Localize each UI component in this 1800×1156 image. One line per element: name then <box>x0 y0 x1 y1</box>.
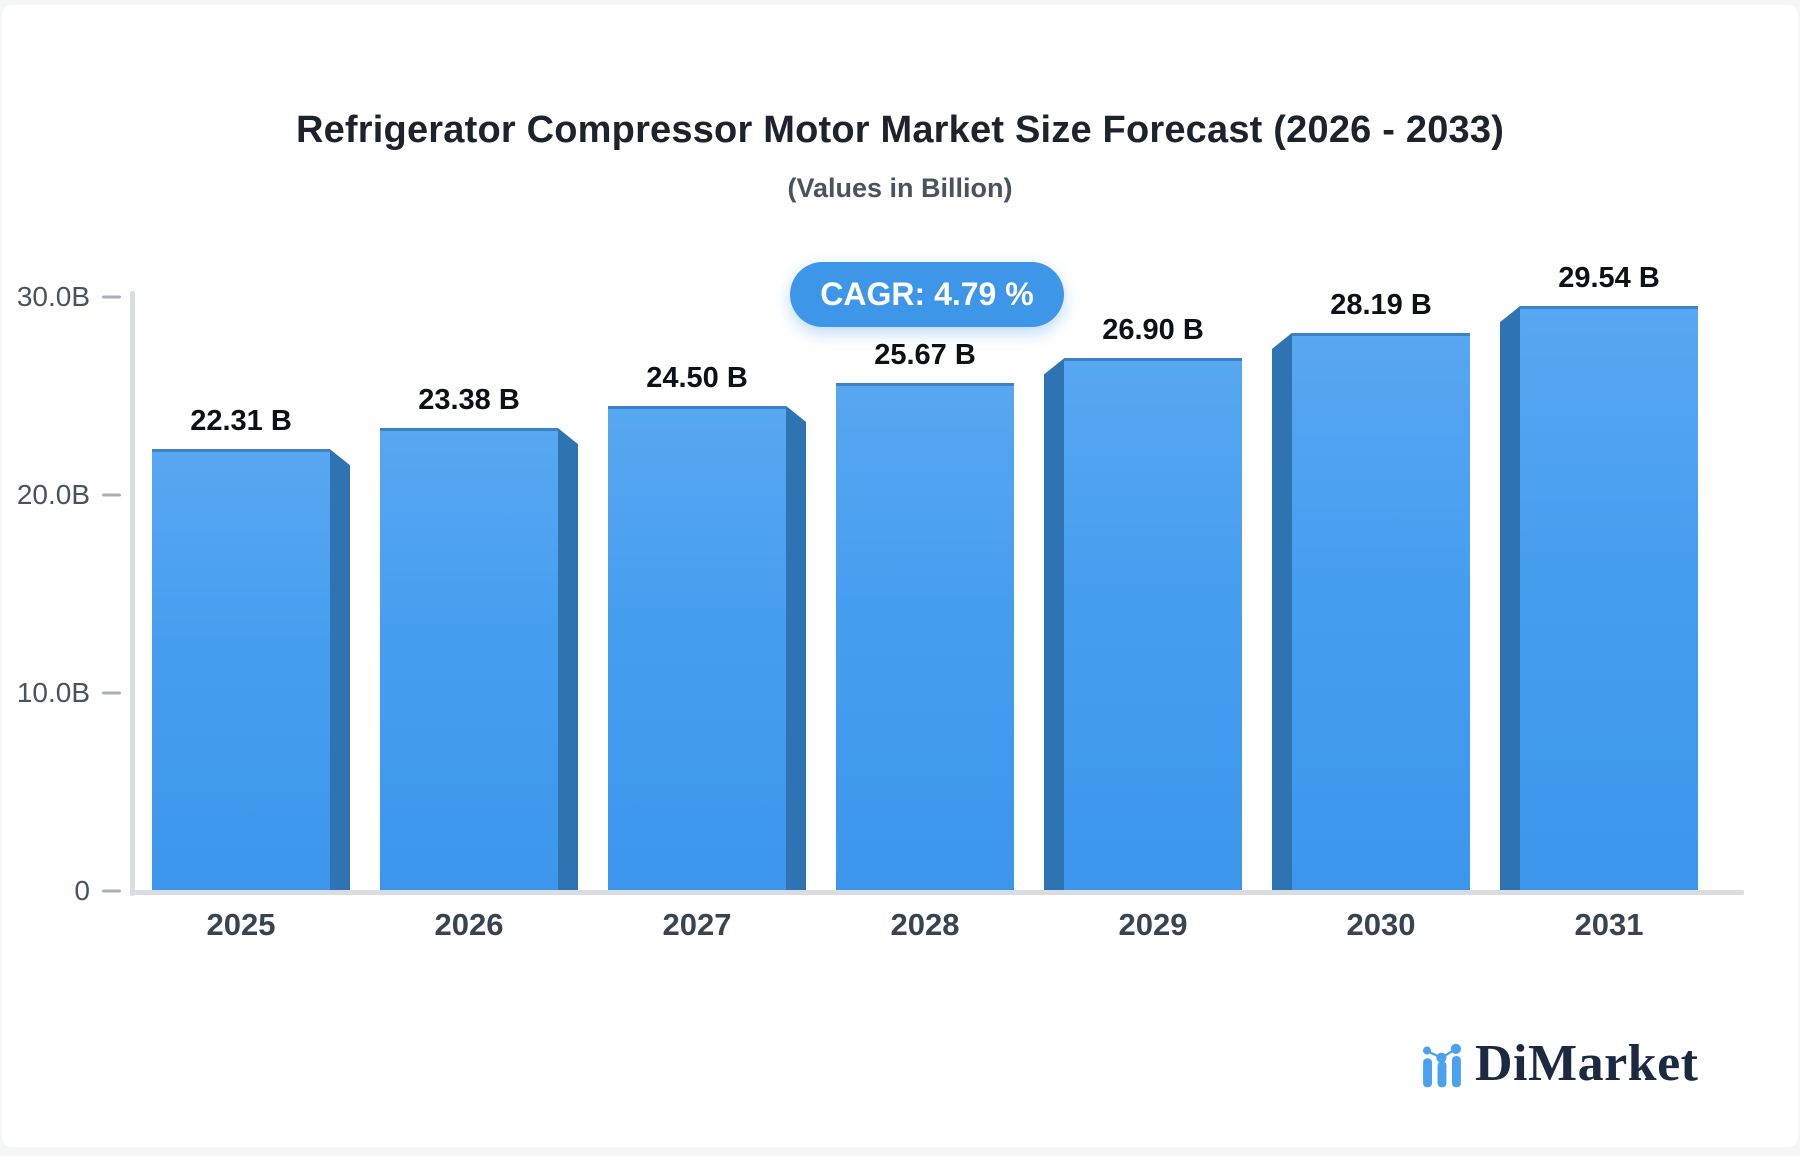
bar-side <box>558 428 578 891</box>
bar <box>380 428 558 891</box>
x-axis-label: 2031 <box>1574 907 1644 942</box>
y-axis-tick <box>102 295 121 299</box>
x-axis-label: 2028 <box>890 907 960 942</box>
y-axis-tick <box>102 889 121 893</box>
y-axis-label: 30.0B <box>16 281 90 312</box>
x-axis-label: 2030 <box>1346 907 1416 942</box>
bar <box>152 449 330 891</box>
x-axis-label: 2025 <box>206 907 276 942</box>
x-axis-line <box>130 890 1744 895</box>
bar-side <box>1272 332 1292 891</box>
bar-value-label: 28.19 B <box>1330 288 1432 321</box>
bar-value-label: 29.54 B <box>1558 262 1660 295</box>
bar-value-label: 25.67 B <box>874 338 976 371</box>
dimarket-logo-icon <box>1423 1043 1461 1088</box>
x-axis-label: 2029 <box>1118 907 1188 942</box>
bar-value-label: 24.50 B <box>646 361 748 394</box>
x-axis-label: 2027 <box>662 907 732 942</box>
bar <box>1064 358 1242 891</box>
bar-value-label: 26.90 B <box>1102 314 1204 347</box>
x-axis-label: 2026 <box>434 907 504 942</box>
bar <box>608 405 786 891</box>
chart-area: 30.0B 20.0B 10.0B 0 22.31 B 2025 23.38 B 2026 24… <box>2 5 1798 1147</box>
bar-value-label: 22.31 B <box>190 405 292 438</box>
cagr-label: CAGR: 4.79 % <box>820 276 1034 312</box>
bar-value-label: 23.38 B <box>418 384 520 417</box>
y-axis-label: 10.0B <box>16 677 90 708</box>
chart-card: Refrigerator Compressor Motor Market Siz… <box>2 5 1798 1147</box>
bar <box>1292 332 1470 891</box>
cagr-badge: CAGR: 4.79 % <box>790 262 1064 327</box>
bar-side <box>786 405 806 891</box>
bar-side <box>330 449 350 891</box>
y-axis-tick <box>102 691 121 695</box>
y-axis-line <box>130 291 135 896</box>
bar-side <box>1044 358 1064 891</box>
bar-side <box>1500 306 1520 891</box>
y-axis-label: 20.0B <box>16 479 90 510</box>
page-title: Refrigerator Compressor Motor Market Siz… <box>295 109 1505 151</box>
chart-subtitle: (Values in Billion) <box>787 173 1013 203</box>
bar <box>836 382 1014 891</box>
y-axis-tick <box>102 493 121 497</box>
dimarket-logo: DiMarket <box>1422 1038 1698 1090</box>
brand-name: DiMarket <box>1475 1035 1699 1092</box>
y-axis-label: 0 <box>74 875 90 906</box>
bar <box>1520 306 1698 891</box>
